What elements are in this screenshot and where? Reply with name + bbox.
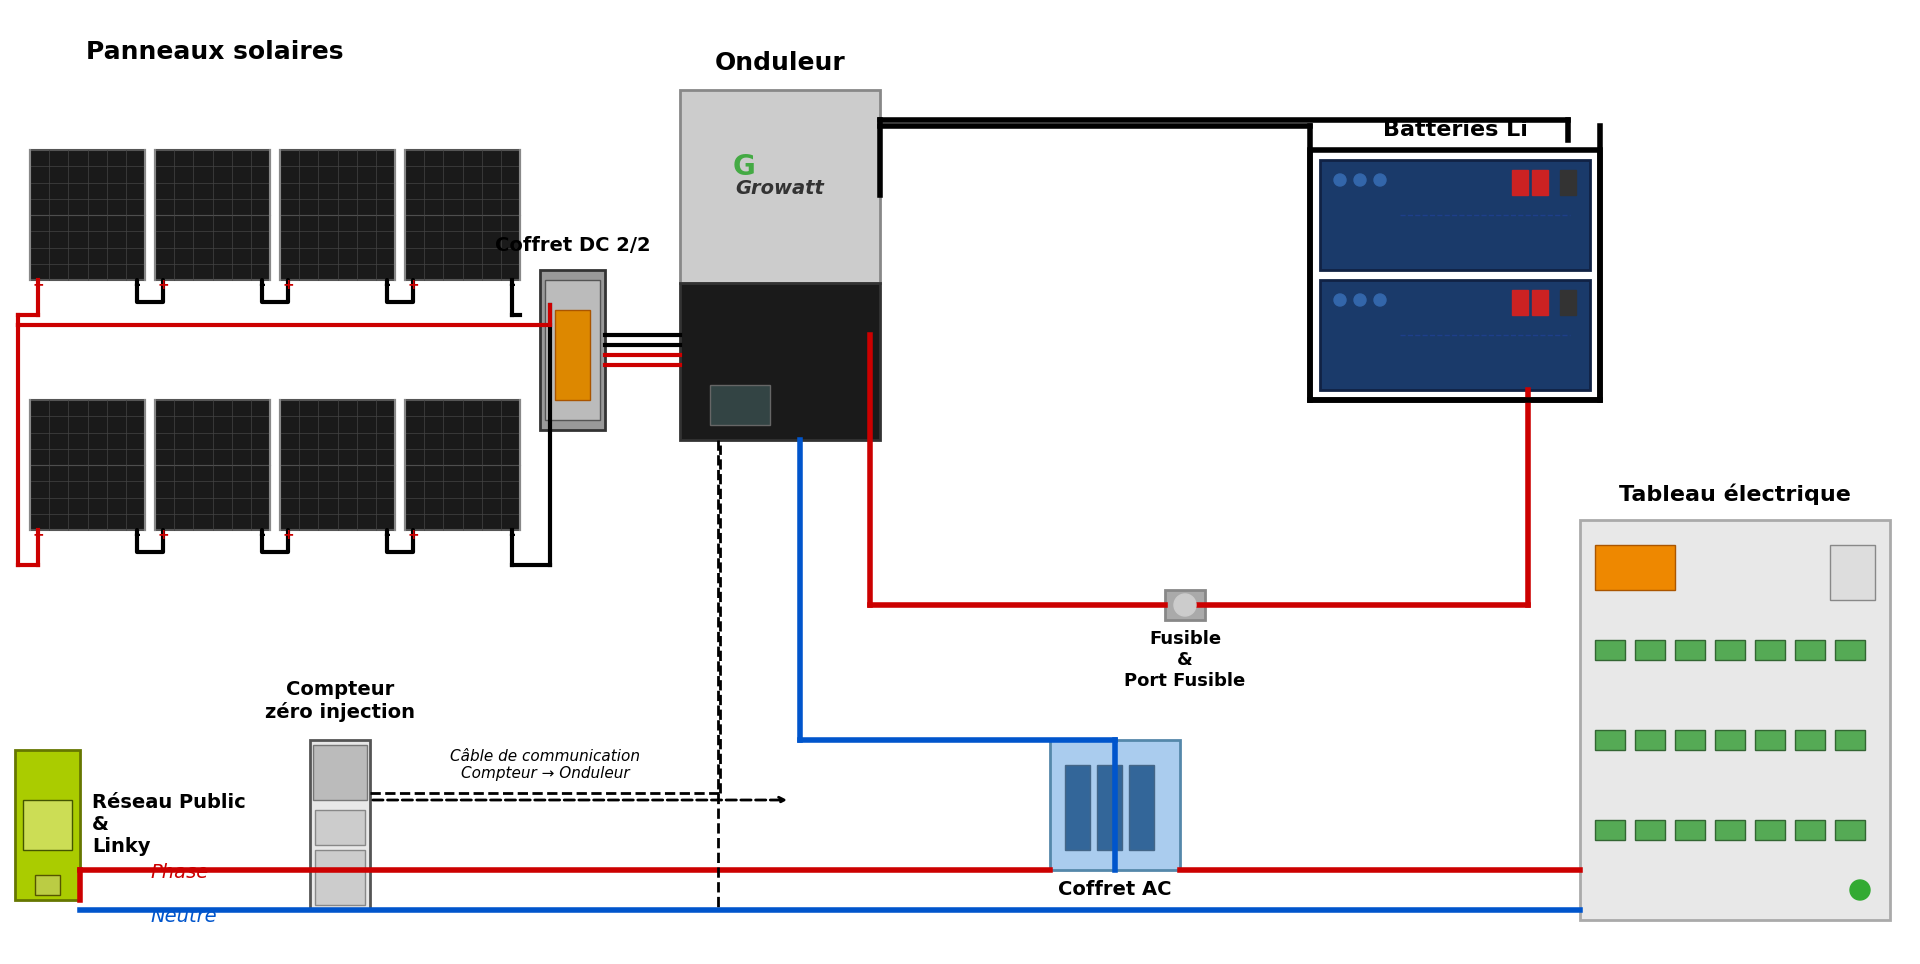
- Bar: [1513, 290, 1528, 315]
- Text: Batteries Li: Batteries Li: [1382, 120, 1528, 140]
- Circle shape: [1354, 294, 1365, 306]
- Bar: [1596, 730, 1624, 750]
- Text: -: -: [509, 276, 515, 294]
- Bar: [1321, 280, 1590, 390]
- Text: Growatt: Growatt: [735, 178, 824, 198]
- Bar: [1066, 765, 1091, 850]
- Bar: [1096, 765, 1121, 850]
- Bar: [1795, 730, 1826, 750]
- Text: G: G: [733, 153, 755, 181]
- Bar: [315, 850, 365, 905]
- Text: -: -: [384, 276, 390, 294]
- Bar: [1636, 640, 1665, 660]
- Text: -: -: [259, 526, 265, 544]
- Text: +: +: [33, 528, 44, 542]
- Text: +: +: [157, 528, 169, 542]
- Bar: [405, 400, 520, 530]
- Bar: [1836, 820, 1864, 840]
- Bar: [1795, 820, 1826, 840]
- Bar: [1636, 820, 1665, 840]
- Text: +: +: [282, 278, 294, 292]
- Circle shape: [1851, 880, 1870, 900]
- Bar: [1596, 545, 1674, 590]
- Circle shape: [1334, 294, 1346, 306]
- Bar: [1715, 820, 1745, 840]
- Text: Neutre: Neutre: [150, 907, 217, 926]
- Bar: [1309, 150, 1599, 400]
- Bar: [1674, 730, 1705, 750]
- Text: +: +: [407, 528, 419, 542]
- Text: Fusible
&
Port Fusible: Fusible & Port Fusible: [1125, 630, 1246, 689]
- Bar: [1715, 640, 1745, 660]
- Bar: [1321, 160, 1590, 270]
- Bar: [156, 150, 271, 280]
- Bar: [710, 385, 770, 425]
- Bar: [1755, 640, 1786, 660]
- Bar: [680, 282, 879, 440]
- Text: -: -: [259, 276, 265, 294]
- Bar: [280, 150, 396, 280]
- Bar: [1836, 640, 1864, 660]
- Text: Onduleur: Onduleur: [714, 51, 845, 75]
- Bar: [15, 750, 81, 900]
- Bar: [1755, 730, 1786, 750]
- Text: Coffret DC 2/2: Coffret DC 2/2: [495, 236, 651, 255]
- Circle shape: [1375, 294, 1386, 306]
- Text: -: -: [134, 526, 140, 544]
- Bar: [1674, 640, 1705, 660]
- Bar: [1050, 740, 1181, 870]
- Bar: [31, 150, 146, 280]
- Bar: [1532, 170, 1548, 195]
- Bar: [1580, 520, 1889, 920]
- Bar: [1596, 640, 1624, 660]
- Bar: [309, 740, 371, 910]
- Text: Panneaux solaires: Panneaux solaires: [86, 40, 344, 64]
- Text: +: +: [33, 278, 44, 292]
- Bar: [1559, 170, 1576, 195]
- Bar: [1596, 820, 1624, 840]
- Bar: [1636, 730, 1665, 750]
- Text: +: +: [407, 278, 419, 292]
- Bar: [1165, 590, 1206, 620]
- Bar: [1830, 545, 1876, 600]
- Bar: [1715, 730, 1745, 750]
- Text: +: +: [157, 278, 169, 292]
- Text: -: -: [509, 526, 515, 544]
- Bar: [555, 310, 589, 400]
- Bar: [1674, 820, 1705, 840]
- Bar: [313, 745, 367, 800]
- Bar: [23, 800, 73, 850]
- Bar: [540, 270, 605, 430]
- Bar: [280, 400, 396, 530]
- Circle shape: [1334, 174, 1346, 186]
- Text: -: -: [384, 526, 390, 544]
- Bar: [1559, 290, 1576, 315]
- Bar: [405, 150, 520, 280]
- Bar: [35, 875, 60, 895]
- Text: -: -: [134, 276, 140, 294]
- Bar: [1129, 765, 1154, 850]
- Bar: [1532, 290, 1548, 315]
- Text: Réseau Public
&
Linky: Réseau Public & Linky: [92, 793, 246, 856]
- Circle shape: [1354, 174, 1365, 186]
- Bar: [680, 90, 879, 282]
- Text: Compteur
zéro injection: Compteur zéro injection: [265, 680, 415, 722]
- Bar: [1513, 170, 1528, 195]
- Text: Coffret AC: Coffret AC: [1058, 880, 1171, 899]
- Bar: [1795, 640, 1826, 660]
- Bar: [31, 400, 146, 530]
- Text: +: +: [282, 528, 294, 542]
- Text: Phase: Phase: [150, 863, 207, 882]
- Circle shape: [1375, 174, 1386, 186]
- Circle shape: [1173, 594, 1196, 616]
- Bar: [545, 280, 599, 420]
- Bar: [1836, 730, 1864, 750]
- Text: Tableau électrique: Tableau électrique: [1619, 484, 1851, 505]
- Bar: [315, 810, 365, 845]
- Bar: [1755, 820, 1786, 840]
- Text: Câble de communication
Compteur → Onduleur: Câble de communication Compteur → Ondule…: [449, 749, 639, 781]
- Bar: [156, 400, 271, 530]
